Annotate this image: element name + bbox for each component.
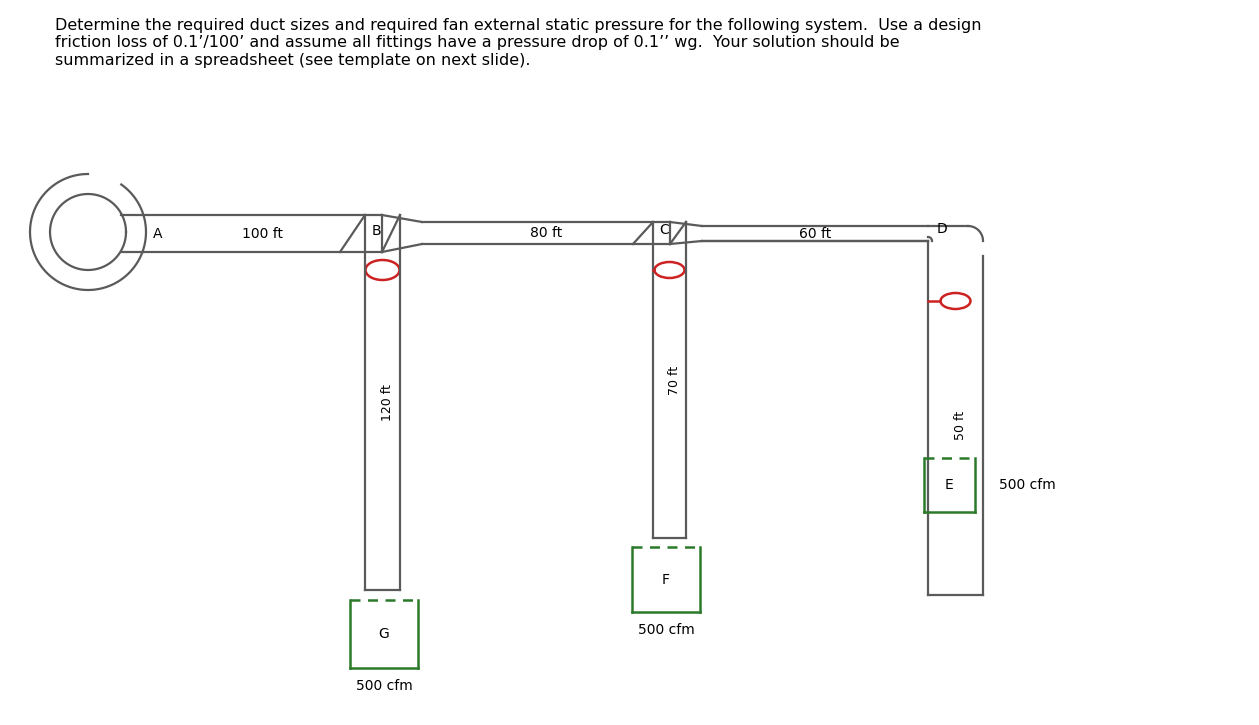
Text: 80 ft: 80 ft bbox=[530, 226, 562, 240]
Text: 120 ft: 120 ft bbox=[381, 384, 394, 421]
Text: 50 ft: 50 ft bbox=[954, 411, 967, 440]
Text: 70 ft: 70 ft bbox=[669, 365, 681, 394]
Text: B: B bbox=[371, 223, 380, 238]
Text: 500 cfm: 500 cfm bbox=[1000, 478, 1056, 492]
Text: 500 cfm: 500 cfm bbox=[355, 679, 413, 693]
Text: F: F bbox=[662, 573, 670, 587]
Text: 60 ft: 60 ft bbox=[799, 226, 831, 241]
Text: 100 ft: 100 ft bbox=[242, 226, 283, 241]
Text: E: E bbox=[946, 478, 954, 492]
Text: G: G bbox=[379, 627, 389, 641]
Text: A: A bbox=[154, 226, 162, 241]
Text: 500 cfm: 500 cfm bbox=[637, 623, 695, 637]
Text: D: D bbox=[937, 222, 947, 236]
Text: Determine the required duct sizes and required fan external static pressure for : Determine the required duct sizes and re… bbox=[55, 18, 982, 68]
Text: C: C bbox=[660, 223, 669, 237]
